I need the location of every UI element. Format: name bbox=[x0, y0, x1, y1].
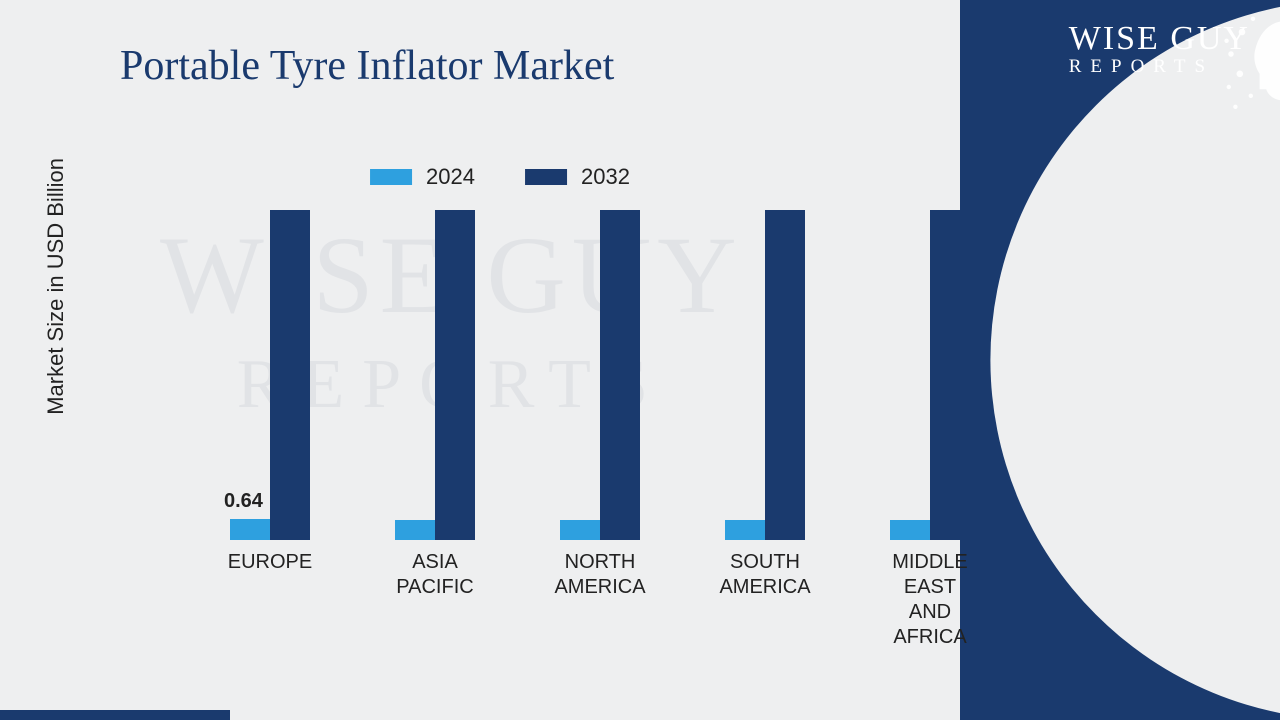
bar-2024 bbox=[230, 519, 270, 540]
bar-group: 0.64EUROPE bbox=[200, 210, 340, 540]
legend-label-2024: 2024 bbox=[426, 164, 475, 190]
legend-swatch-2032 bbox=[525, 169, 567, 185]
bar-2032 bbox=[435, 210, 475, 540]
brand-logo: WISE GUY REPORTS bbox=[1069, 20, 1250, 78]
x-axis-label: EUROPE bbox=[200, 550, 340, 575]
bar-2032 bbox=[270, 210, 310, 540]
footer-accent-bar bbox=[0, 710, 230, 720]
plot-area: 0.64EUROPEASIAPACIFICNORTHAMERICASOUTHAM… bbox=[140, 210, 930, 540]
legend-item-2032: 2032 bbox=[525, 164, 630, 190]
data-label: 0.64 bbox=[224, 490, 263, 513]
main-panel: Portable Tyre Inflator Market WISE GUY R… bbox=[0, 0, 960, 720]
bar-2024 bbox=[560, 520, 600, 540]
head-icon bbox=[1220, 10, 1280, 120]
bar-2032 bbox=[765, 210, 805, 540]
chart-title: Portable Tyre Inflator Market bbox=[120, 42, 614, 90]
bar-2024 bbox=[890, 520, 930, 540]
right-panel: WISE GUY REPORTS bbox=[960, 0, 1280, 720]
x-axis-label: ASIAPACIFIC bbox=[365, 550, 505, 600]
chart-area: Market Size in USD Billion 2024 2032 0.6… bbox=[60, 170, 940, 670]
legend-label-2032: 2032 bbox=[581, 164, 630, 190]
legend: 2024 2032 bbox=[370, 164, 630, 190]
bar-2032 bbox=[930, 210, 970, 540]
y-axis-label: Market Size in USD Billion bbox=[43, 158, 69, 415]
x-axis-label: SOUTHAMERICA bbox=[695, 550, 835, 600]
bar-group: NORTHAMERICA bbox=[530, 210, 670, 540]
bar-group: MIDDLEEASTANDAFRICA bbox=[860, 210, 1000, 540]
legend-swatch-2024 bbox=[370, 169, 412, 185]
x-axis-label: NORTHAMERICA bbox=[530, 550, 670, 600]
bar-group: SOUTHAMERICA bbox=[695, 210, 835, 540]
bar-group: ASIAPACIFIC bbox=[365, 210, 505, 540]
x-axis-label: MIDDLEEASTANDAFRICA bbox=[860, 550, 1000, 650]
legend-item-2024: 2024 bbox=[370, 164, 475, 190]
bar-2032 bbox=[600, 210, 640, 540]
bar-2024 bbox=[725, 520, 765, 540]
bar-2024 bbox=[395, 520, 435, 540]
